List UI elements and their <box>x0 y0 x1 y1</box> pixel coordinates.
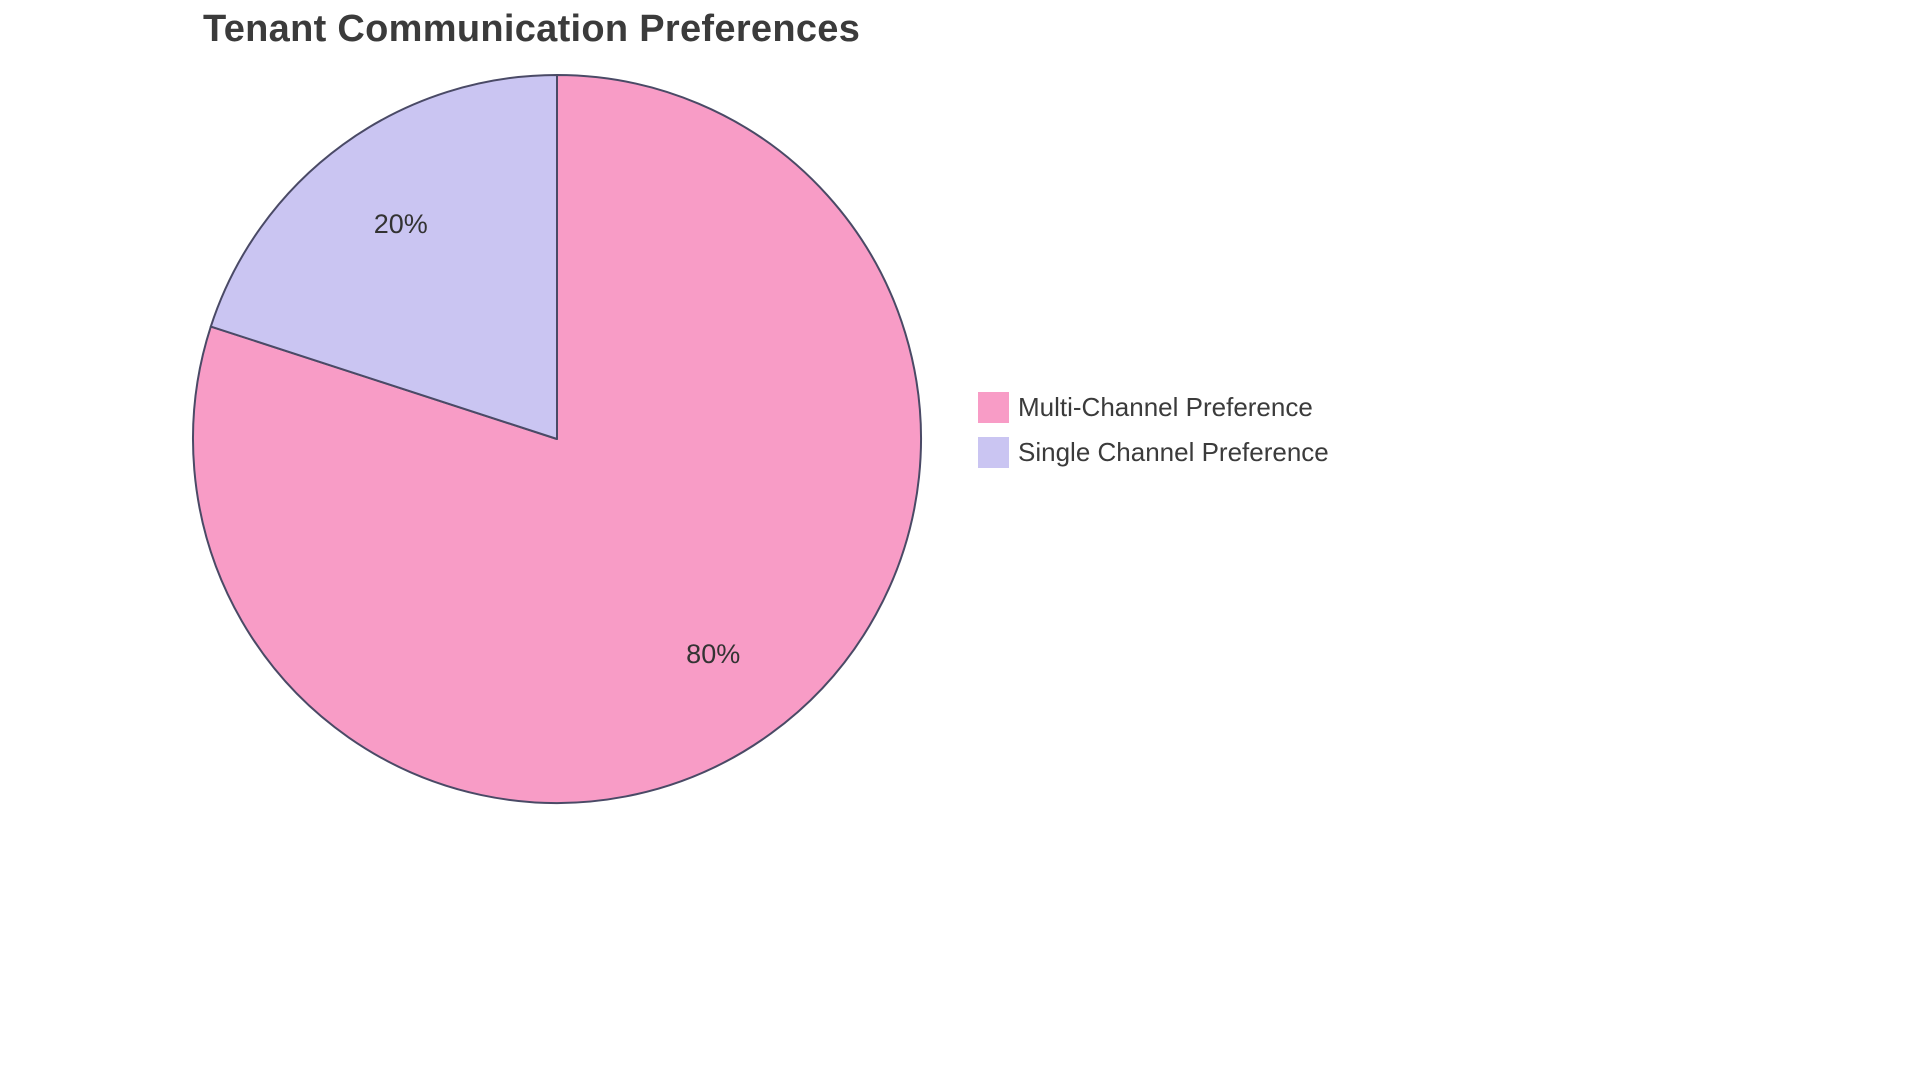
legend-swatch <box>978 437 1009 468</box>
legend: Multi-Channel Preference Single Channel P… <box>978 392 1329 468</box>
legend-item-0: Multi-Channel Preference <box>978 392 1329 423</box>
legend-label: Single Channel Preference <box>1018 437 1329 467</box>
legend-label: Multi-Channel Preference <box>1018 392 1313 422</box>
legend-swatch <box>978 392 1009 423</box>
pie-slice-1 <box>209 74 558 440</box>
chart-title: Tenant Communication Preferences <box>203 8 861 50</box>
legend-item-1: Single Channel Preference <box>978 437 1329 468</box>
slice-percent-label: 20% <box>374 209 428 239</box>
slice-percent-label: 80% <box>686 639 740 669</box>
